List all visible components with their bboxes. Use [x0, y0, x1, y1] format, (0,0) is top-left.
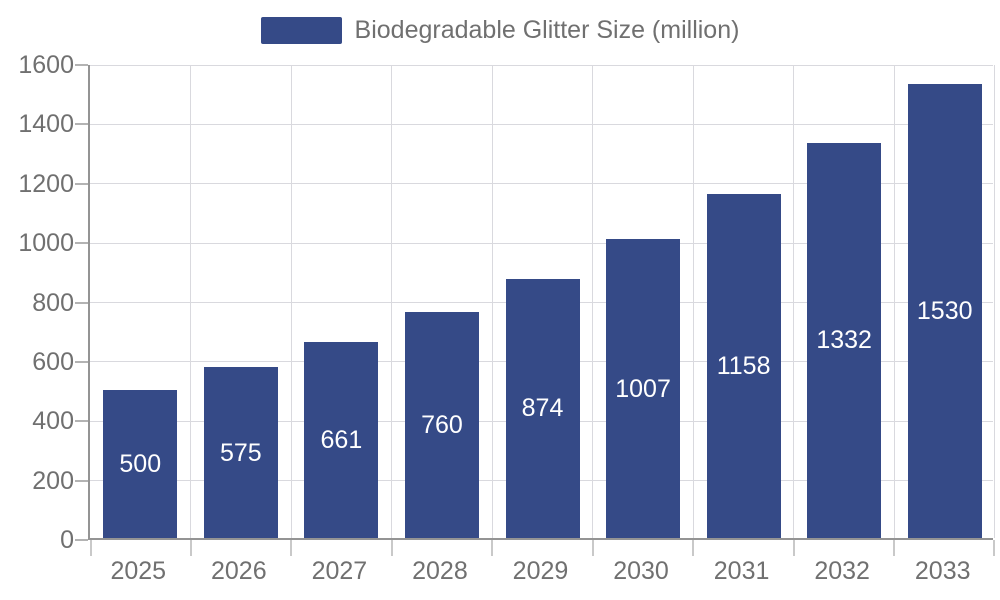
- y-tick-mark: [75, 360, 88, 363]
- x-gridline: [491, 65, 493, 538]
- x-tick-mark: [491, 540, 494, 556]
- y-tick-label: 1000: [18, 229, 74, 258]
- bar-2026: 575: [203, 367, 278, 538]
- bar-value-label: 1530: [916, 296, 973, 325]
- x-tick-label: 2025: [110, 557, 167, 585]
- y-tick-label: 0: [60, 526, 74, 554]
- y-tick-mark: [75, 64, 88, 66]
- x-tick-label: 2028: [412, 557, 468, 585]
- bar-2029: 874: [505, 278, 580, 538]
- y-tick-mark: [75, 539, 88, 541]
- bar-2030: 1007: [606, 239, 681, 538]
- legend: Biodegradable Glitter Size (million): [0, 16, 1000, 44]
- bar-2031: 1158: [706, 194, 781, 538]
- x-tick-mark: [290, 540, 293, 556]
- y-tick-mark: [75, 242, 88, 245]
- bar-value-label: 575: [219, 438, 262, 467]
- y-tick-label: 200: [32, 466, 74, 495]
- x-axis-labels: 2025 2026 2027 2028 2029 2030 2031 2032 2033: [88, 556, 993, 590]
- bar-2028: 760: [404, 312, 479, 538]
- x-gridline: [993, 65, 995, 538]
- y-tick-label: 600: [32, 347, 74, 376]
- x-tick-label: 2026: [211, 557, 267, 585]
- x-tick-label: 2029: [512, 557, 569, 585]
- bar-value-label: 661: [320, 425, 363, 454]
- x-tick-mark: [189, 540, 192, 556]
- plot-area: 500 575 661 760 874 1007 1158 1332 1530: [75, 64, 995, 556]
- bar-2033: 1530: [907, 83, 982, 538]
- x-tick-mark: [792, 540, 795, 556]
- x-tick-label: 2033: [914, 557, 971, 585]
- bar-2032: 1332: [807, 142, 882, 538]
- x-gridline: [893, 65, 895, 538]
- x-gridline: [592, 65, 594, 538]
- bar-2025: 500: [103, 389, 178, 538]
- y-gridline: [90, 64, 993, 66]
- legend-label: Biodegradable Glitter Size (million): [354, 16, 740, 44]
- bar-value-label: 874: [521, 394, 564, 423]
- x-tick-label: 2031: [713, 557, 770, 585]
- x-gridline: [391, 65, 393, 538]
- bar-2027: 661: [304, 341, 379, 538]
- y-gridline: [90, 123, 993, 125]
- x-tick-label: 2027: [311, 557, 368, 585]
- y-tick-mark: [75, 420, 88, 423]
- y-tick-label: 1600: [18, 51, 74, 79]
- x-tick-mark: [893, 540, 896, 556]
- y-tick-mark: [75, 123, 88, 126]
- x-tick-mark: [90, 540, 92, 556]
- x-gridline: [290, 65, 292, 538]
- x-tick-label: 2030: [613, 557, 669, 585]
- x-gridline: [793, 65, 795, 538]
- y-tick-label: 1200: [18, 169, 74, 198]
- y-gridline: [90, 183, 993, 185]
- bar-value-label: 500: [119, 449, 162, 478]
- y-tick-label: 400: [32, 407, 74, 436]
- legend-swatch: [260, 16, 342, 44]
- x-tick-mark: [993, 540, 995, 556]
- x-gridline: [190, 65, 192, 538]
- bar-value-label: 760: [421, 411, 463, 440]
- bar-value-label: 1332: [816, 326, 872, 355]
- x-tick-mark: [591, 540, 594, 556]
- x-tick-mark: [390, 540, 393, 556]
- y-tick-mark: [75, 479, 88, 482]
- y-tick-label: 800: [32, 288, 74, 317]
- x-tick-mark: [692, 540, 695, 556]
- bar-value-label: 1158: [716, 352, 771, 381]
- bar-value-label: 1007: [615, 374, 671, 403]
- y-tick-mark: [75, 182, 88, 185]
- y-gridline: [90, 242, 993, 244]
- y-axis-labels: 0 200 400 600 800 1000 1200 1400 1600: [0, 52, 74, 553]
- y-tick-mark: [75, 301, 88, 304]
- x-gridline: [692, 65, 694, 538]
- y-tick-label: 1400: [18, 110, 74, 139]
- x-tick-label: 2032: [814, 557, 870, 585]
